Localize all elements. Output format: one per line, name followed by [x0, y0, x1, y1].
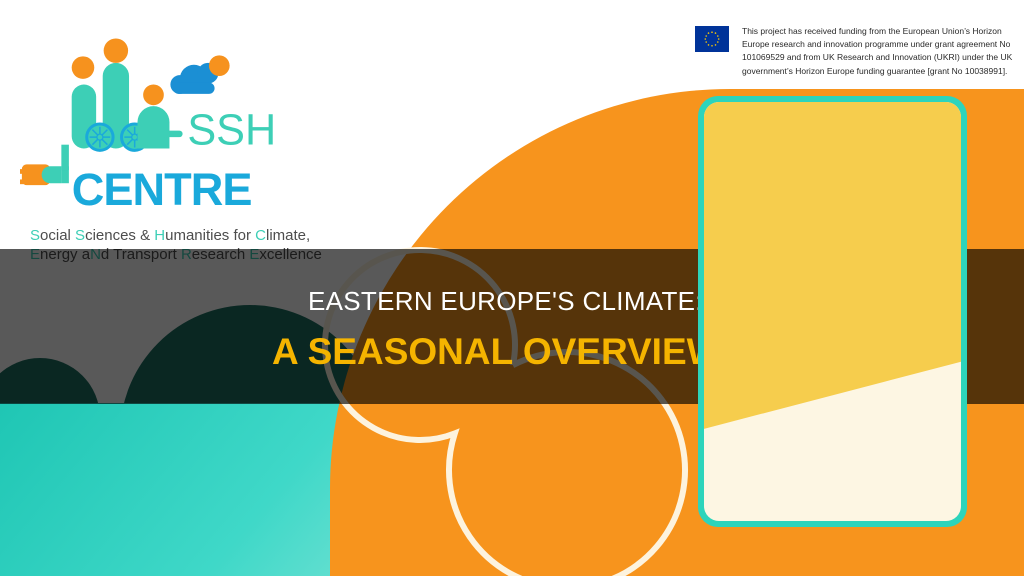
svg-text:SSH: SSH	[187, 107, 276, 155]
svg-text:CENTRE: CENTRE	[72, 164, 252, 215]
